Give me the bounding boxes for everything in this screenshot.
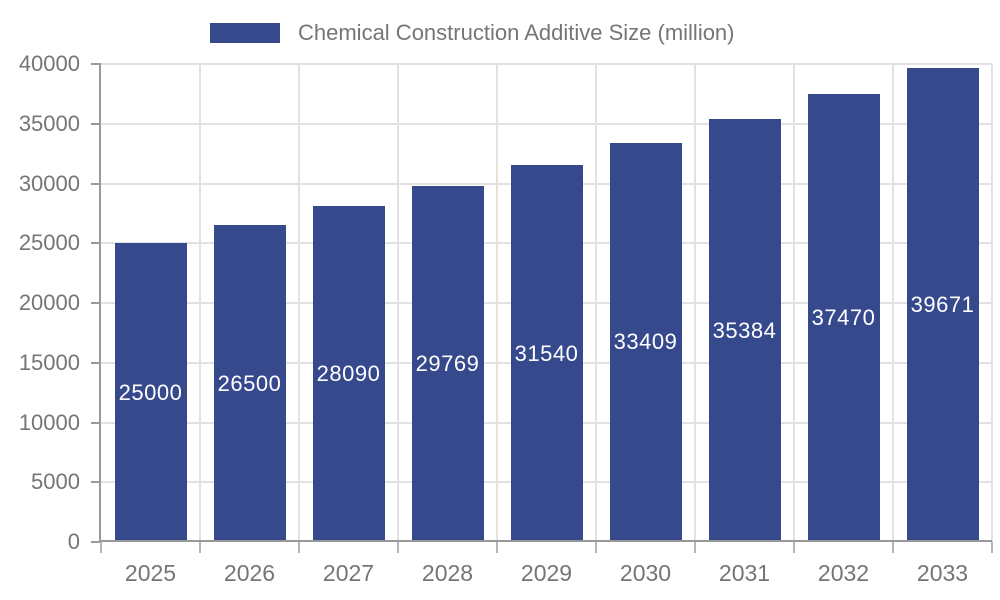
x-axis-tick bbox=[298, 542, 300, 553]
y-axis-tick bbox=[91, 182, 101, 185]
bar-2025: 25000 bbox=[114, 243, 187, 542]
x-gridline bbox=[991, 64, 993, 542]
y-axis-tick-label: 25000 bbox=[18, 230, 80, 256]
y-axis-tick-label: 0 bbox=[67, 529, 80, 554]
x-axis-tick bbox=[397, 542, 399, 553]
y-gridline bbox=[101, 63, 992, 65]
x-gridline bbox=[694, 64, 696, 542]
bar-value-label: 33409 bbox=[613, 329, 678, 355]
bar-2030: 33409 bbox=[609, 142, 682, 542]
bar-2028: 29769 bbox=[411, 186, 484, 542]
y-axis-tick-label: 35000 bbox=[18, 110, 80, 136]
x-gridline bbox=[793, 64, 795, 542]
y-axis-tick-label: 15000 bbox=[18, 349, 80, 375]
x-axis-tick-label: 2026 bbox=[223, 560, 276, 586]
bar-value-label: 26500 bbox=[217, 370, 282, 396]
bar-2033: 39671 bbox=[906, 67, 979, 542]
y-axis-tick-label: 40000 bbox=[18, 51, 80, 76]
x-axis-tick-label: 2028 bbox=[421, 560, 474, 586]
x-axis-tick bbox=[991, 542, 993, 553]
x-axis-tick bbox=[496, 542, 498, 553]
bar-value-label: 37470 bbox=[811, 305, 876, 331]
x-axis-tick-label: 2027 bbox=[322, 560, 375, 586]
bar-2026: 26500 bbox=[213, 225, 286, 542]
x-gridline bbox=[892, 64, 894, 542]
bar-value-label: 39671 bbox=[910, 291, 975, 317]
x-axis-tick-label: 2025 bbox=[124, 560, 177, 586]
bar-2027: 28090 bbox=[312, 206, 385, 542]
y-axis-tick bbox=[91, 63, 101, 65]
legend[interactable]: Chemical Construction Additive Size (mil… bbox=[210, 19, 735, 47]
x-gridline bbox=[298, 64, 300, 542]
x-axis-tick bbox=[694, 542, 696, 553]
bar-2031: 35384 bbox=[708, 119, 781, 542]
y-axis-tick-label: 30000 bbox=[18, 170, 80, 196]
x-axis-tick bbox=[793, 542, 795, 553]
bar-2032: 37470 bbox=[807, 94, 880, 542]
y-axis-tick bbox=[91, 361, 101, 364]
y-gridline bbox=[101, 122, 992, 125]
x-axis-tick bbox=[595, 542, 597, 553]
x-gridline bbox=[199, 64, 201, 542]
x-axis-tick-label: 2033 bbox=[916, 560, 969, 586]
x-axis-tick-label: 2032 bbox=[817, 560, 870, 586]
x-axis-tick-label: 2031 bbox=[718, 560, 771, 586]
y-axis-tick bbox=[91, 541, 101, 543]
x-axis-tick-label: 2030 bbox=[619, 560, 672, 586]
bar-value-label: 35384 bbox=[712, 317, 777, 343]
bar-value-label: 28090 bbox=[316, 361, 381, 387]
x-gridline bbox=[595, 64, 597, 542]
x-gridline bbox=[397, 64, 399, 542]
y-axis-tick-label: 10000 bbox=[18, 409, 80, 435]
x-axis-line bbox=[99, 540, 992, 542]
bar-value-label: 29769 bbox=[415, 351, 480, 377]
bar-2029: 31540 bbox=[510, 165, 583, 542]
x-axis-tick-label: 2029 bbox=[520, 560, 573, 586]
x-axis-tick bbox=[199, 542, 201, 553]
y-axis-tick bbox=[91, 242, 101, 245]
x-axis-tick bbox=[100, 542, 102, 553]
x-gridline bbox=[496, 64, 498, 542]
legend-swatch-icon bbox=[210, 23, 280, 43]
bar-value-label: 25000 bbox=[118, 379, 183, 405]
legend-label: Chemical Construction Additive Size (mil… bbox=[298, 20, 735, 45]
y-axis-tick bbox=[91, 421, 101, 424]
y-axis-tick-label: 5000 bbox=[31, 469, 80, 495]
y-axis-tick-label: 20000 bbox=[18, 290, 80, 315]
bar-value-label: 31540 bbox=[514, 340, 579, 366]
y-axis-tick bbox=[91, 302, 101, 304]
y-axis-tick bbox=[91, 481, 101, 484]
x-axis-tick bbox=[892, 542, 894, 553]
y-axis-tick bbox=[91, 122, 101, 125]
